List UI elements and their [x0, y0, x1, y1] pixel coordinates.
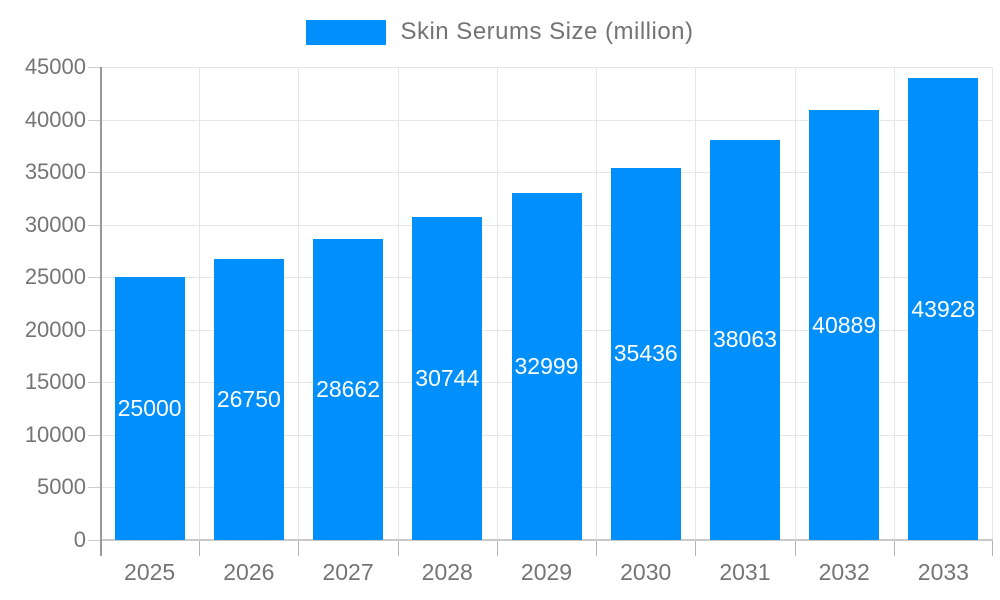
gridline	[199, 67, 201, 540]
x-axis-label: 2031	[719, 559, 771, 585]
x-axis-label: 2025	[124, 559, 176, 585]
gridline	[100, 119, 993, 121]
y-axis-label: 30000	[24, 211, 86, 237]
x-axis-label: 2028	[421, 559, 473, 585]
bar-value-label: 40889	[812, 311, 877, 338]
gridline	[298, 67, 300, 540]
y-axis-label: 10000	[24, 421, 86, 447]
y-axis-label: 40000	[24, 106, 86, 132]
chart-legend: Skin Serums Size (million)	[0, 18, 1000, 46]
bar-value-label: 38063	[712, 326, 777, 353]
y-axis-tick	[88, 277, 100, 279]
gridline	[794, 67, 796, 540]
gridline	[992, 67, 993, 540]
legend-swatch	[306, 19, 387, 45]
bar[interactable]: 30744	[412, 216, 483, 540]
legend-item[interactable]: Skin Serums Size (million)	[306, 18, 693, 46]
x-axis-tick	[596, 540, 598, 556]
bar-value-label: 35436	[613, 340, 678, 367]
y-axis-tick	[88, 487, 100, 489]
x-axis-tick	[794, 540, 796, 556]
bar-value-label: 25000	[117, 395, 182, 422]
bar[interactable]: 28662	[313, 238, 384, 540]
gridline	[100, 67, 993, 68]
x-axis-tick	[893, 540, 895, 556]
x-axis-tick	[397, 540, 399, 556]
y-axis-tick	[88, 382, 100, 384]
y-axis-line	[100, 67, 102, 556]
x-axis-label: 2030	[620, 559, 672, 585]
gridline	[397, 67, 399, 540]
bar[interactable]: 43928	[908, 78, 979, 540]
y-axis-label: 45000	[24, 54, 86, 79]
x-axis-label: 2026	[223, 559, 275, 585]
x-axis-label: 2029	[520, 559, 573, 585]
x-axis-label: 2027	[322, 559, 374, 585]
plot-area: 0 5000 10000 15000 20000 25000 30000 35000 40000…	[25, 54, 993, 585]
y-axis-label: 15000	[24, 369, 86, 395]
x-axis-tick	[199, 540, 201, 556]
bar-value-label: 32999	[514, 353, 579, 380]
bar-value-label: 26750	[216, 385, 281, 412]
bar[interactable]: 32999	[511, 193, 582, 540]
y-axis-label: 35000	[24, 159, 86, 185]
bar[interactable]: 40889	[809, 110, 880, 540]
bar-value-label: 28662	[316, 375, 381, 402]
gridline	[695, 67, 697, 540]
y-axis-tick	[88, 67, 100, 68]
y-axis-tick	[88, 329, 100, 331]
y-axis-tick	[88, 434, 100, 436]
bar[interactable]: 25000	[114, 277, 185, 540]
y-axis-tick	[88, 540, 100, 541]
y-axis-label: 5000	[37, 474, 86, 500]
x-axis-tick	[496, 540, 498, 556]
y-axis-label: 20000	[24, 316, 86, 342]
bar[interactable]: 26750	[213, 258, 284, 540]
x-axis-tick	[992, 540, 993, 556]
x-axis-label: 2032	[818, 559, 870, 585]
gridline	[496, 67, 498, 540]
bar[interactable]: 35436	[610, 167, 681, 540]
y-axis-label: 25000	[24, 264, 86, 290]
legend-label: Skin Serums Size (million)	[400, 18, 694, 45]
x-axis-line	[100, 539, 993, 541]
bar-value-label: 30744	[415, 364, 480, 391]
y-axis-label: 0	[73, 527, 86, 552]
gridline	[100, 172, 993, 174]
gridline	[893, 67, 895, 540]
y-axis-tick	[88, 224, 100, 226]
x-axis-label: 2033	[917, 559, 969, 585]
gridline	[596, 67, 598, 540]
y-axis-tick	[88, 172, 100, 174]
y-axis-tick	[88, 119, 100, 121]
x-axis-tick	[695, 540, 697, 556]
bar[interactable]: 38063	[709, 139, 780, 540]
bar-value-label: 43928	[911, 295, 976, 322]
x-axis-tick	[298, 540, 300, 556]
